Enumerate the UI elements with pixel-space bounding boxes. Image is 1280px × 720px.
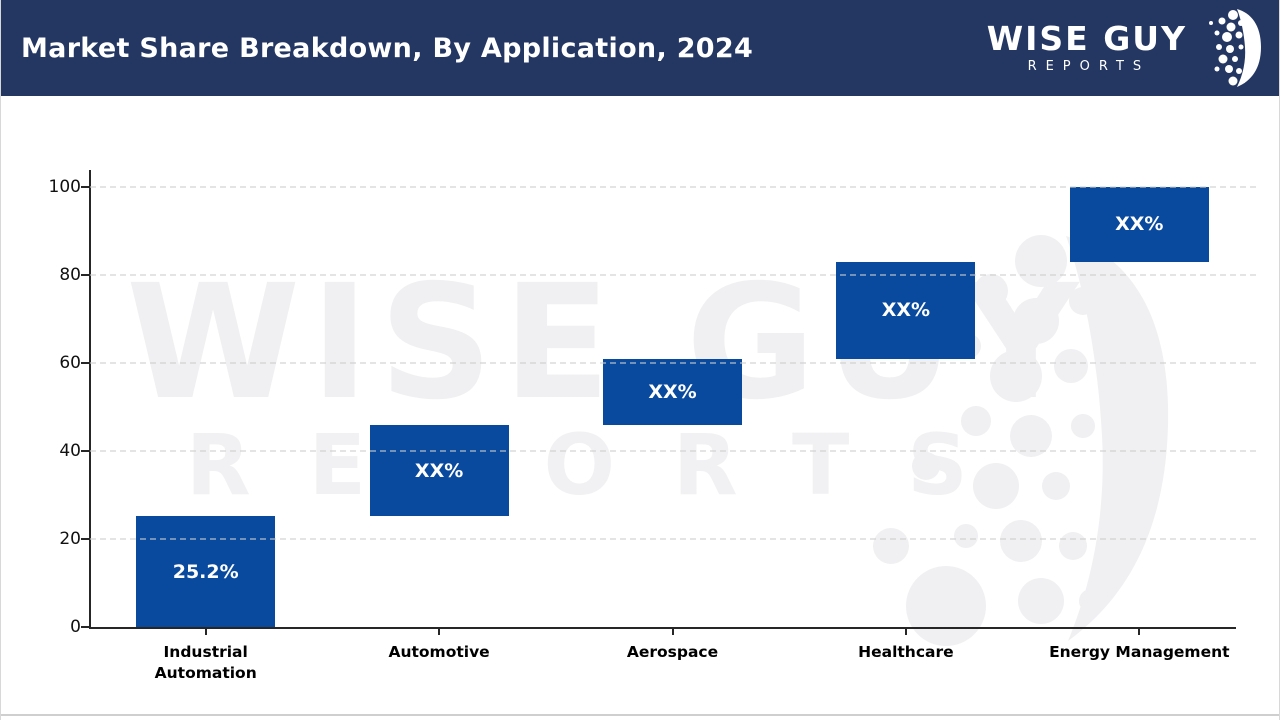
gridline-y-60 — [90, 362, 1256, 364]
bar-healthcare — [836, 261, 976, 359]
bar-value-label: XX% — [414, 459, 464, 482]
bar-energy-management — [1069, 187, 1209, 262]
header: Market Share Breakdown, By Application, … — [1, 0, 1279, 96]
plot-area: 0 20 40 60 80 100 25.2% Industrial Automation XX… — [49, 170, 1256, 682]
wiseguy-logo: WISE GUY REPORTS — [987, 7, 1263, 89]
x-tick-mark — [204, 627, 207, 635]
y-tick-mark — [81, 274, 89, 276]
y-tick-label: 80 — [59, 265, 81, 285]
bar-value-label: XX% — [648, 381, 697, 404]
x-axis-line — [89, 627, 1236, 629]
y-tick-label: 40 — [59, 441, 81, 461]
logo-reports-text: REPORTS — [1027, 59, 1151, 74]
y-tick-label: 60 — [59, 353, 81, 373]
x-category-label: Industrial Automation — [154, 643, 257, 682]
y-tick-label: 0 — [70, 617, 81, 637]
x-tick-mark — [671, 627, 674, 635]
x-category-label: Healthcare — [858, 643, 954, 661]
bar-value-label: XX% — [881, 299, 931, 322]
y-tick-mark — [81, 362, 89, 364]
wiseguy-logo-wordmark: WISE GUY REPORTS — [987, 22, 1187, 74]
y-tick-mark — [81, 626, 89, 628]
bar-value-label: 25.2% — [172, 560, 239, 583]
bar-value-label: XX% — [1115, 213, 1164, 236]
bar-aerospace — [603, 358, 742, 426]
x-tick-mark — [438, 627, 441, 635]
y-tick-mark — [81, 538, 89, 540]
bar-industrial-automation — [136, 516, 276, 627]
y-tick-mark — [81, 450, 89, 452]
watermark-face-icon — [873, 235, 1169, 646]
x-tick-mark — [1138, 627, 1141, 635]
y-axis-line — [89, 170, 91, 627]
logo-name-text: WISE GUY — [986, 19, 1187, 58]
gridline-y-40 — [90, 450, 1256, 452]
gridline-y-20 — [90, 538, 1256, 540]
bottom-divider — [1, 714, 1279, 716]
x-category-label: Energy Management — [1049, 643, 1230, 661]
watermark-reports-text: REPORTS — [186, 416, 1026, 514]
x-tick-mark — [904, 627, 907, 635]
x-category-label: Aerospace — [626, 643, 719, 661]
bar-automotive — [369, 425, 509, 517]
y-tick-label: 20 — [59, 529, 81, 549]
x-category-label: Automotive — [388, 643, 490, 661]
chart-title: Market Share Breakdown, By Application, … — [21, 32, 754, 64]
y-tick-label: 100 — [48, 177, 81, 197]
y-tick-mark — [81, 186, 89, 188]
wiseguy-face-icon — [1209, 9, 1261, 87]
gridline-y-100 — [90, 186, 1256, 188]
gridline-y-80 — [90, 274, 1256, 276]
